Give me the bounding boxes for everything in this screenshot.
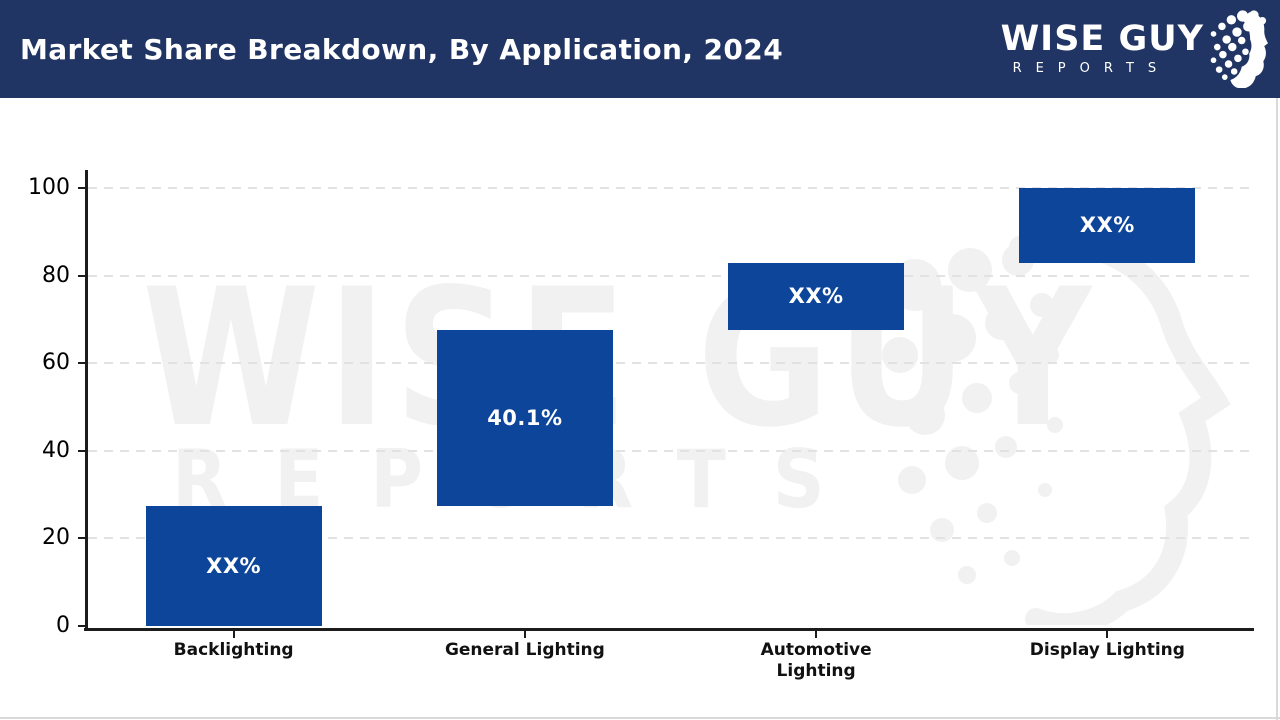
x-tick-mark [523, 628, 526, 638]
bar-value-label: 40.1% [487, 405, 563, 430]
plot-area: 0 20 40 60 80 100 XX% Backlighting 40.1% General … [28, 175, 1253, 681]
bottom-border-line [0, 717, 1280, 719]
y-tick-label: 80 [42, 262, 70, 288]
bar-value-label: XX% [1079, 213, 1135, 238]
right-border-line [1276, 98, 1278, 720]
logo-face-icon [1210, 10, 1268, 88]
bar: 40.1% [436, 329, 613, 506]
y-tick-label: 40 [42, 437, 70, 463]
y-tick-mark [78, 537, 88, 540]
logo-subtitle: REPORTS [1012, 61, 1171, 77]
bar-value-label: XX% [788, 284, 844, 309]
y-tick-label: 60 [42, 350, 70, 376]
header-bar: Market Share Breakdown, By Application, … [0, 0, 1280, 98]
x-axis-line [84, 628, 1254, 631]
y-tick-mark [78, 362, 88, 365]
bar: XX% [1019, 188, 1196, 263]
chart-title: Market Share Breakdown, By Application, … [20, 33, 784, 66]
x-axis-label: Backlighting [173, 640, 294, 660]
wiseguy-logo: WISE GUY REPORTS [1001, 8, 1268, 88]
y-axis-line [85, 170, 88, 631]
y-tick-label: 100 [28, 175, 70, 200]
gridline [88, 362, 1253, 365]
x-axis-label: Display Lighting [1029, 640, 1185, 660]
x-tick-mark [232, 628, 235, 638]
bar-value-label: XX% [206, 553, 262, 578]
y-tick-mark [78, 449, 88, 452]
x-axis-label: General Lighting [444, 640, 605, 660]
gridline [88, 449, 1253, 452]
logo-text: WISE GUY REPORTS [1001, 20, 1204, 77]
x-axis-label: Automotive Lighting [760, 640, 872, 681]
y-tick-mark [78, 187, 88, 189]
gridline [88, 274, 1253, 277]
bar: XX% [145, 505, 322, 626]
x-tick-mark [1106, 628, 1109, 638]
y-tick-label: 20 [42, 525, 70, 551]
y-tick-label: 0 [56, 613, 70, 638]
y-tick-mark [78, 274, 88, 277]
y-tick-mark [78, 625, 88, 627]
bar: XX% [728, 262, 905, 330]
x-tick-mark [815, 628, 818, 638]
logo-wordmark: WISE GUY [1000, 18, 1204, 59]
gridline [88, 537, 1253, 540]
gridline [88, 187, 1253, 189]
